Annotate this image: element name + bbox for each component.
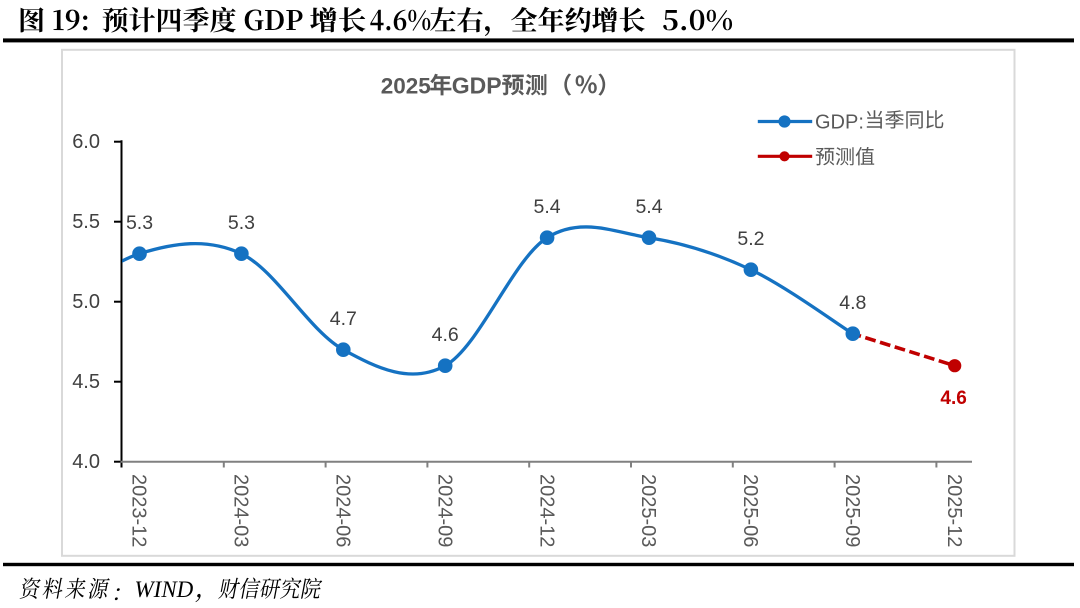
svg-text:2024-03: 2024-03 [230, 474, 252, 547]
svg-text:5.3: 5.3 [228, 212, 255, 234]
svg-text:2025-06: 2025-06 [739, 474, 761, 547]
svg-text:2025-03: 2025-03 [637, 474, 659, 547]
svg-text:2024-09: 2024-09 [433, 474, 455, 547]
svg-text:4.6: 4.6 [432, 324, 459, 346]
svg-text:5.3: 5.3 [126, 212, 153, 234]
svg-text:4.0: 4.0 [72, 451, 100, 473]
svg-text:4.7: 4.7 [330, 308, 357, 330]
svg-text:GDP:: GDP: [815, 112, 864, 134]
svg-text:5.4: 5.4 [534, 196, 561, 218]
svg-text:2025-09: 2025-09 [841, 474, 863, 547]
svg-text:6.0: 6.0 [72, 131, 100, 153]
svg-text:5.5: 5.5 [72, 211, 100, 233]
svg-text:2025-12: 2025-12 [943, 474, 965, 547]
svg-text:4.8: 4.8 [839, 292, 866, 314]
svg-text:WIND: WIND [135, 577, 194, 602]
svg-text:4.5: 4.5 [72, 371, 100, 393]
svg-text:2024-12: 2024-12 [535, 474, 557, 547]
svg-text:2024-06: 2024-06 [332, 474, 354, 547]
svg-text:5.0: 5.0 [72, 291, 100, 313]
svg-text:4.6: 4.6 [940, 388, 966, 409]
svg-text:5.2: 5.2 [737, 228, 764, 250]
svg-text:2023-12: 2023-12 [128, 474, 150, 547]
svg-text:2025: 2025 [381, 73, 431, 98]
svg-text:GDP: GDP [452, 72, 502, 98]
svg-text:5.4: 5.4 [635, 196, 662, 218]
